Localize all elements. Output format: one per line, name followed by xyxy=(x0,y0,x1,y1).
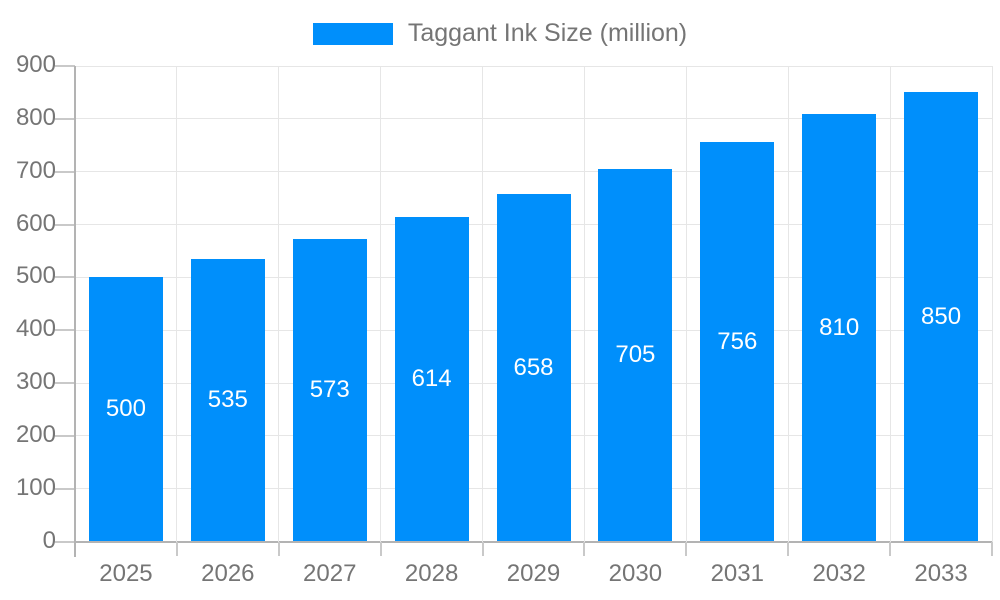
y-axis-tick-700 xyxy=(55,170,75,173)
x-tick-label-2033: 2033 xyxy=(914,560,968,587)
value-label-2031: 756 xyxy=(717,327,758,355)
y-tick-label-600: 600 xyxy=(15,209,56,237)
x-axis-tick-1 xyxy=(175,541,178,556)
value-label-2028: 614 xyxy=(411,365,452,393)
gridline-x-boundary-4 xyxy=(482,66,484,542)
value-label-2032: 810 xyxy=(819,313,860,341)
y-axis-tick-100 xyxy=(55,487,75,490)
gridline-x-boundary-1 xyxy=(176,66,178,542)
y-tick-label-700: 700 xyxy=(15,156,56,184)
x-axis-tick-3 xyxy=(379,541,382,556)
bar-2025 xyxy=(88,277,163,542)
x-axis-tick-5 xyxy=(583,541,586,556)
bar-2031 xyxy=(700,142,775,542)
legend-label: Taggant Ink Size (million) xyxy=(407,19,688,47)
y-axis-tick-900 xyxy=(55,65,75,67)
x-tick-label-2025: 2025 xyxy=(99,560,153,587)
x-axis-tick-6 xyxy=(685,541,688,556)
x-tick-label-2029: 2029 xyxy=(506,560,561,587)
y-axis-tick-300 xyxy=(55,382,75,384)
bar-2028 xyxy=(394,217,469,542)
gridline-x-boundary-2 xyxy=(278,66,280,542)
y-tick-label-100: 100 xyxy=(15,473,56,501)
value-label-2025: 500 xyxy=(105,395,146,423)
x-tick-label-2030: 2030 xyxy=(608,560,663,587)
value-label-2026: 535 xyxy=(207,386,248,414)
x-axis-tick-7 xyxy=(787,541,790,556)
legend: Taggant Ink Size (million) xyxy=(0,19,1000,48)
y-tick-label-300: 300 xyxy=(15,368,56,395)
value-label-2030: 705 xyxy=(615,341,656,369)
gridline-x-boundary-3 xyxy=(380,66,382,542)
value-label-2033: 850 xyxy=(921,302,962,330)
x-tick-label-2027: 2027 xyxy=(303,560,357,587)
legend-swatch xyxy=(312,22,393,45)
bar-2027 xyxy=(292,238,367,542)
x-axis-tick-2 xyxy=(277,541,280,556)
gridline-y-900 xyxy=(75,65,992,67)
gridline-y-700 xyxy=(75,171,992,173)
y-axis-tick-500 xyxy=(55,276,75,279)
y-axis-line xyxy=(74,66,76,557)
x-axis-tick-9 xyxy=(991,541,993,556)
y-tick-label-900: 900 xyxy=(15,51,56,78)
y-tick-label-500: 500 xyxy=(15,262,56,290)
y-tick-label-0: 0 xyxy=(42,526,56,554)
x-axis-tick-8 xyxy=(889,541,892,556)
y-tick-label-800: 800 xyxy=(15,103,56,131)
y-axis-tick-0 xyxy=(55,540,75,543)
bar-2033 xyxy=(904,92,979,542)
x-tick-label-2026: 2026 xyxy=(201,560,255,587)
value-label-2027: 573 xyxy=(309,376,350,404)
gridline-x-boundary-7 xyxy=(787,66,789,542)
gridline-x-boundary-5 xyxy=(583,66,585,542)
x-axis-tick-4 xyxy=(481,541,484,556)
bar-2032 xyxy=(802,113,877,542)
x-tick-label-2028: 2028 xyxy=(404,560,459,587)
y-axis-tick-600 xyxy=(55,223,75,226)
y-axis-tick-400 xyxy=(55,329,75,332)
value-label-2029: 658 xyxy=(513,353,554,381)
x-tick-label-2031: 2031 xyxy=(710,560,764,587)
bar-2026 xyxy=(190,258,265,542)
x-axis-line xyxy=(75,540,992,543)
gridline-y-800 xyxy=(75,118,992,120)
y-tick-label-400: 400 xyxy=(15,315,56,343)
y-axis-tick-800 xyxy=(55,117,75,120)
gridline-x-boundary-8 xyxy=(889,66,891,542)
y-axis-tick-200 xyxy=(55,434,75,437)
bar-2029 xyxy=(496,193,571,542)
gridline-x-boundary-6 xyxy=(685,66,687,542)
bar-2030 xyxy=(598,169,673,542)
legend-item-taggant-ink-size[interactable]: Taggant Ink Size (million) xyxy=(312,19,688,48)
gridline-x-boundary-9 xyxy=(991,66,993,542)
x-tick-label-2032: 2032 xyxy=(812,560,866,587)
y-tick-label-200: 200 xyxy=(15,420,56,448)
